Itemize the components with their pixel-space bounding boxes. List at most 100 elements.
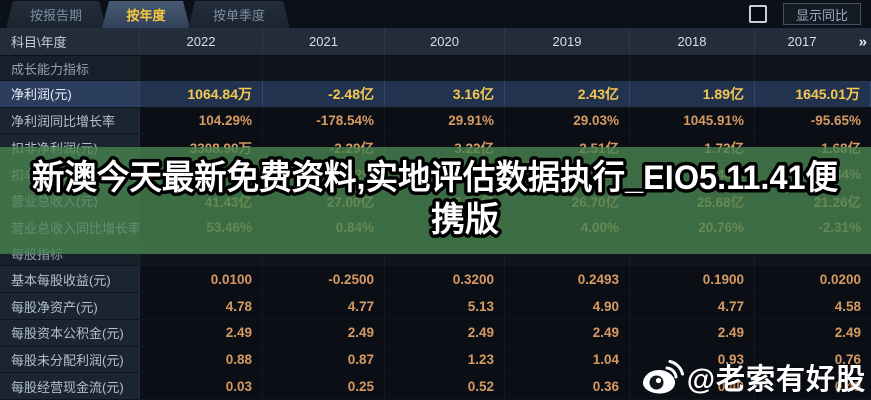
cell-value: 1.23 [385,346,505,373]
cell-value: 0.49 [755,373,871,400]
section-row[interactable]: 成长能力指标 [0,56,871,81]
table-header: 科目\年度 2022 2021 2020 2019 2018 2017 » [0,28,871,56]
row-label: 基本每股收益(元) [0,266,140,293]
table-row[interactable]: 营业总收入同比增长率 53.46% 0.84% 0.26% 4.00% 20.76% -2.… [0,214,871,242]
cell-value [140,56,263,80]
row-label: 成长能力指标 [0,56,140,80]
cell-value: 104.29% [140,107,263,134]
cell-value: 0.25 [263,373,385,400]
cell-value: 2.43亿 [505,81,630,107]
cell-value: 4.77 [263,293,385,319]
cell-value: 1045.91% [630,107,755,134]
cell-value: 4.90 [505,293,630,319]
table-row[interactable]: 每股资本公积金(元) 2.49 2.49 2.49 2.49 2.49 2.49 [0,319,871,347]
table-row[interactable]: 每股经营现金流(元) 0.03 0.25 0.52 0.36 0.40 0.49 [0,373,871,400]
tab-report-period[interactable]: 按报告期 [6,1,106,28]
cell-value: 2.51亿 [505,134,630,161]
cell-value: 0.0100 [140,266,263,293]
cell-value: 3308.90万 [140,134,263,161]
cell-value [140,241,263,266]
table-row[interactable]: 每股未分配利润(元) 0.88 0.87 1.23 1.04 0.93 0.76 [0,346,871,374]
row-label: 每股未分配利润(元) [0,346,140,373]
table-row[interactable]: 基本每股收益(元) 0.0100 -0.2500 0.3200 0.2493 0.1900… [0,266,871,294]
cell-value: 20.76% [630,214,755,241]
cell-value: -178.54% [263,107,385,134]
cell-value: 0.36 [505,373,630,400]
table-row[interactable]: 扣非净利润(元) 3308.90万 -2.29亿 3.22亿 2.51亿 1.72亿 1.6… [0,134,871,162]
cell-value: 0.87 [263,346,385,373]
cell-value: 29.03% [505,107,630,134]
cell-value: 21.26亿 [755,187,871,214]
cell-value: 0.40 [630,373,755,400]
cell-value: 114.43% [140,161,263,187]
cell-value: 0.3200 [385,266,505,293]
cell-value: 0.2493 [505,266,630,293]
cell-value: 3.16亿 [385,81,505,107]
cell-value: -2.48亿 [263,81,385,107]
cell-value: 0.0200 [755,266,871,293]
tab-yearly-active[interactable]: 按年度 [102,1,190,28]
cell-value: -95.65% [755,107,871,134]
cell-value: 1.89亿 [630,81,755,107]
cell-value: 4.58 [755,293,871,319]
cell-value [505,241,630,266]
cell-value: -171.12% [263,161,385,187]
table-row[interactable]: 净利润(元) 1064.84万 -2.48亿 3.16亿 2.43亿 1.89亿 1645.… [0,81,871,108]
chevron-double-right-icon[interactable]: » [858,33,867,50]
header-year-2018: 2018 [630,28,755,55]
cell-value: 2.48% [630,161,755,187]
row-label: 每股指标 [0,241,140,266]
cell-value [755,241,871,266]
cell-value: 3.22亿 [385,134,505,161]
cell-value [263,56,385,80]
show-yoy-checkbox[interactable] [749,5,767,23]
header-year-2021: 2021 [263,28,385,55]
cell-value: 0.84% [263,214,385,241]
cell-value: 2.49 [385,319,505,346]
cell-value: 5.13 [385,293,505,319]
row-label: 扣非净利润同比增长率 [0,161,140,187]
table-row[interactable]: 净利润同比增长率 104.29% -178.54% 29.91% 29.03% 1045.… [0,107,871,135]
table-row[interactable]: 每股净资产(元) 4.78 4.77 5.13 4.90 4.77 4.58 [0,293,871,320]
cell-value: 26.77亿 [385,187,505,214]
cell-value: 1064.84万 [140,81,263,107]
cell-value: -0.2500 [263,266,385,293]
cell-value: 4.00% [505,214,630,241]
cell-value: 0.88 [140,346,263,373]
cell-value: 4.77 [630,293,755,319]
section-row[interactable]: 每股指标 [0,241,871,267]
cell-value: 0.93 [630,346,755,373]
header-year-2017: 2017 » [755,28,871,55]
header-year-2019: 2019 [505,28,630,55]
cell-value: 29.91% [385,107,505,134]
cell-value: 2.49 [263,319,385,346]
cell-value: 1.04 [505,346,630,373]
cell-value: 4.78 [140,293,263,319]
cell-value [385,56,505,80]
row-label: 营业总收入(元) [0,187,140,214]
row-label: 每股资本公积金(元) [0,319,140,346]
row-label: 营业总收入同比增长率 [0,214,140,241]
cell-value: 25.68亿 [630,187,755,214]
cell-value: 0.76 [755,346,871,373]
cell-value: -2.31% [755,214,871,241]
cell-value: 1.72亿 [630,134,755,161]
row-label: 扣非净利润(元) [0,134,140,161]
cell-value: 0.52 [385,373,505,400]
cell-value: 0.03 [140,373,263,400]
cell-value [505,56,630,80]
cell-value: -2.29亿 [263,134,385,161]
tab-single-quarter[interactable]: 按单季度 [188,1,290,28]
cell-value: 2.49 [140,319,263,346]
header-corner-label: 科目\年度 [0,28,140,55]
table-row[interactable]: 扣非净利润同比增长率 114.43% -171.12% 28.29% 45.92% 2.4… [0,161,871,188]
cell-value: 28.29% [385,161,505,187]
cell-value [385,241,505,266]
cell-value: 45.92% [505,161,630,187]
table-body: 成长能力指标 净利润(元) 1064.84万 -2.48亿 3.16亿 2.43亿 1.89… [0,56,871,400]
row-label: 每股经营现金流(元) [0,373,140,400]
cell-value: 2.49 [755,319,871,346]
header-year-2020: 2020 [385,28,505,55]
table-row[interactable]: 营业总收入(元) 41.43亿 27.00亿 26.77亿 26.70亿 25.68亿 21… [0,187,871,215]
show-yoy-button[interactable]: 显示同比 [782,3,861,25]
